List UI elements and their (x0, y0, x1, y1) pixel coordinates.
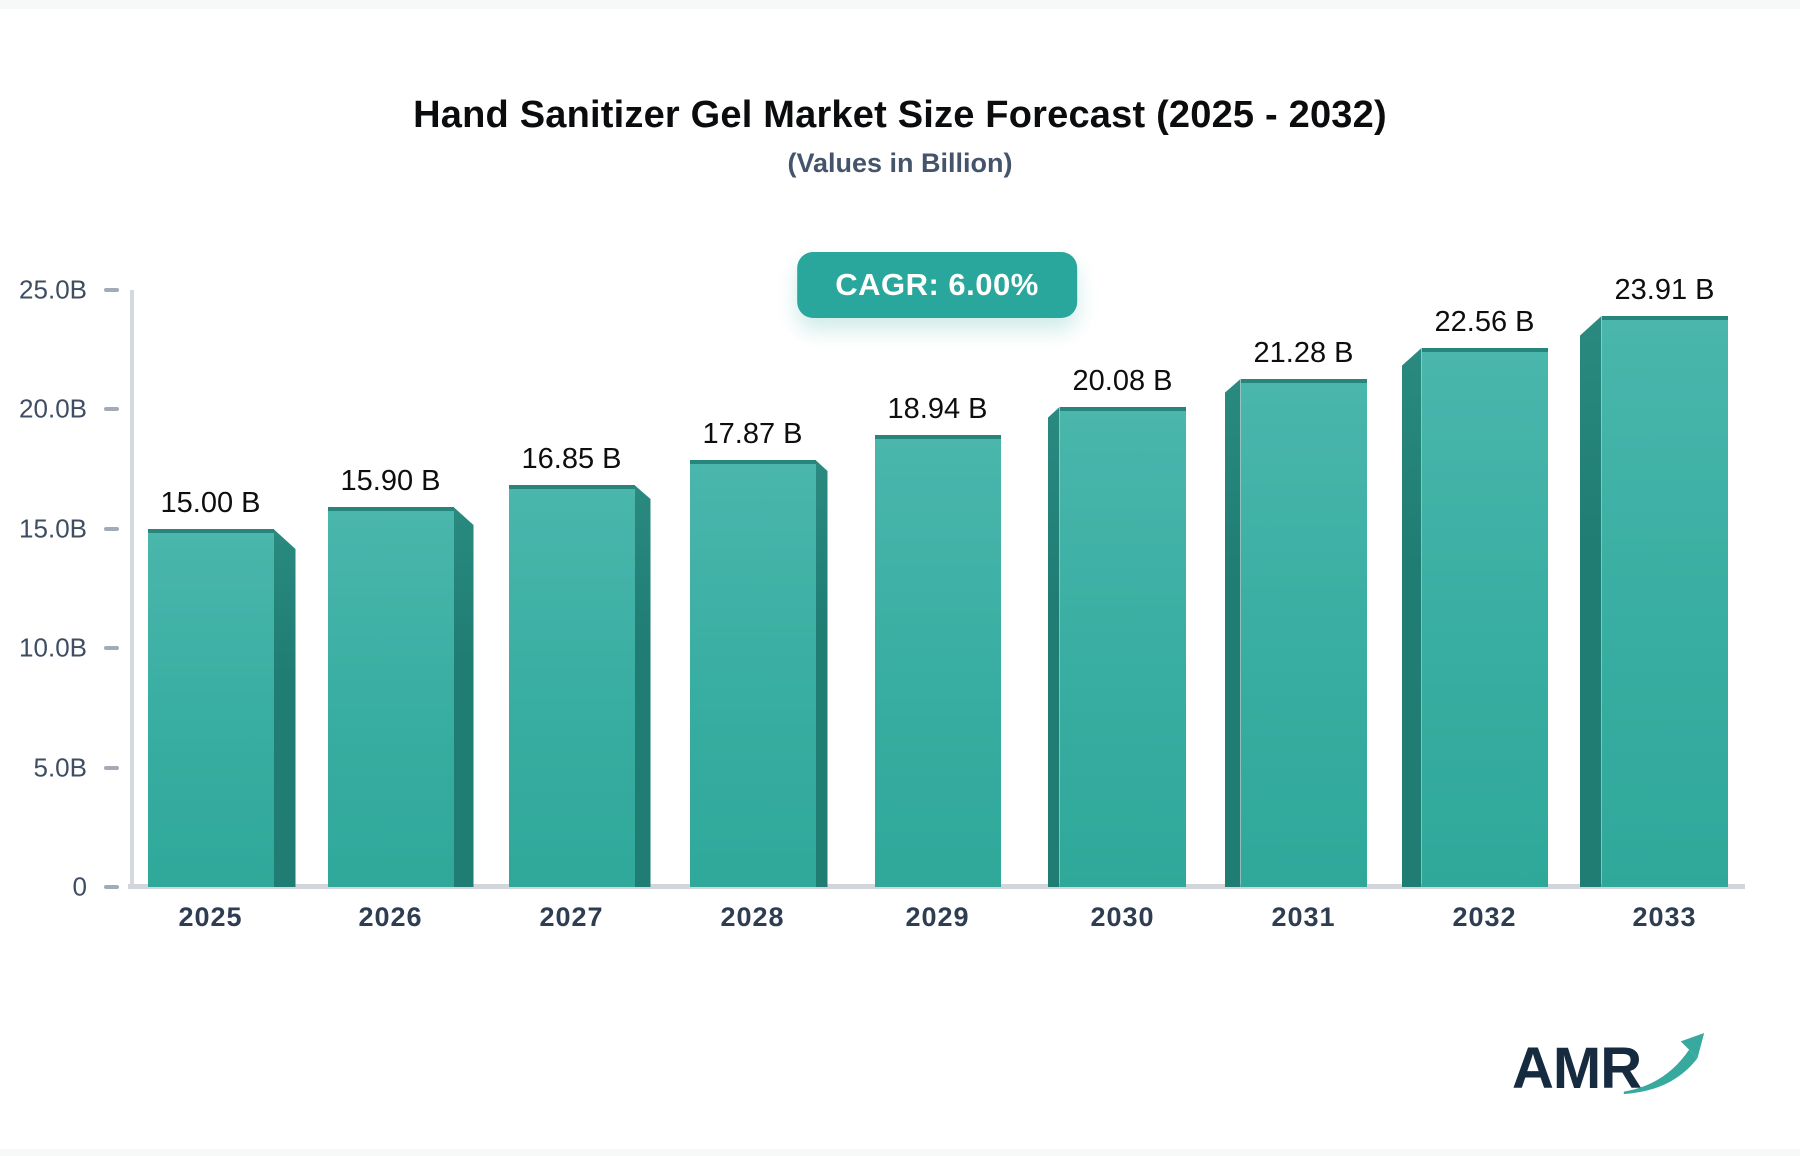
y-tick-mark (104, 527, 119, 531)
y-tick-label: 5.0B (33, 752, 88, 783)
y-tick-mark (104, 288, 119, 292)
bar-slot: 18.94 B (848, 290, 1027, 887)
bars-row: 15.00 B 15.90 B 16.85 B 17.87 B 18.94 B 20.08… (132, 274, 1743, 887)
y-axis-gutter: 0 5.0B 10.0B 15.0B 20.0B 25.0B (0, 275, 132, 902)
bar-slot: 21.28 B (1206, 290, 1385, 887)
bar-side-face (453, 507, 474, 887)
cagr-badge: CAGR: 6.00% (797, 252, 1077, 318)
amr-logo: AMR (1512, 1033, 1705, 1104)
y-tick-mark (104, 885, 119, 889)
bar-value-label: 23.91 B (1614, 274, 1715, 306)
logo-text: AMR (1512, 1036, 1642, 1101)
bar-front-face: 20.08 B (1059, 365, 1186, 887)
bar-group: 23.91 B (1579, 274, 1728, 887)
bar-value-label: 16.85 B (521, 443, 622, 475)
bar-value-label: 20.08 B (1072, 365, 1173, 397)
x-axis-label: 2033 (1632, 902, 1697, 932)
bar-front-face: 22.56 B (1421, 306, 1548, 887)
page-subtitle: (Values in Billion) (787, 148, 1013, 178)
y-tick-label: 20.0B (19, 393, 87, 424)
bar-front-face: 17.87 B (689, 418, 816, 887)
y-tick-mark (104, 766, 119, 770)
page-title: Hand Sanitizer Gel Market Size Forecast … (413, 94, 1387, 136)
bar-front-face: 23.91 B (1601, 274, 1728, 887)
bar-slot: 15.90 B (311, 290, 490, 887)
y-tick-mark (104, 646, 119, 650)
plot-area: 15.00 B 15.90 B 16.85 B 17.87 B 18.94 B 20.08… (132, 274, 1743, 887)
bar-group: 15.90 B (327, 465, 474, 887)
bar-front-face: 18.94 B (874, 393, 1001, 887)
bar-front-face: 15.90 B (327, 465, 454, 887)
bottom-edge-strip (0, 1149, 1800, 1156)
y-tick-mark (104, 407, 119, 411)
bar-front-face: 16.85 B (508, 443, 635, 887)
bar-group: 18.94 B (874, 393, 1001, 887)
bar-slot: 22.56 B (1385, 290, 1564, 887)
bar-group: 16.85 B (508, 443, 651, 887)
bar-side-face (1579, 316, 1602, 887)
bar-value-label: 21.28 B (1253, 337, 1354, 369)
x-axis-label: 2026 (358, 902, 423, 932)
bar-side-face (1224, 379, 1241, 887)
y-tick-label: 0 (72, 871, 87, 902)
bar-value-label: 17.87 B (702, 418, 803, 450)
x-axis-label: 2032 (1452, 902, 1517, 932)
x-axis-labels-row: 2025 2026 2027 2028 2029 2030 2031 2032 2033 (132, 902, 1743, 933)
y-axis-line (130, 290, 134, 887)
bar-value-label: 22.56 B (1434, 306, 1535, 338)
x-axis-label: 2031 (1271, 902, 1336, 932)
bar-value-label: 15.90 B (340, 465, 441, 497)
bar-front-face: 21.28 B (1240, 337, 1367, 887)
x-axis-label: 2025 (178, 902, 243, 932)
bar-group: 17.87 B (689, 418, 828, 887)
bar-slot: 17.87 B (669, 290, 848, 887)
y-tick-label: 10.0B (19, 632, 87, 663)
bar-group: 22.56 B (1401, 306, 1548, 887)
x-axis-label: 2030 (1090, 902, 1155, 932)
bar-side-face (815, 460, 828, 887)
bar-side-face (634, 485, 651, 887)
x-axis-label: 2027 (539, 902, 604, 932)
x-axis-label: 2028 (720, 902, 785, 932)
bar-group: 15.00 B (147, 487, 296, 887)
bar-side-face (1401, 348, 1422, 887)
y-tick-label: 25.0B (19, 274, 87, 305)
bar-side-face (1047, 407, 1060, 887)
growth-arrow-icon (1623, 1033, 1705, 1095)
bar-value-label: 15.00 B (160, 487, 261, 519)
bar-side-face (273, 529, 296, 887)
top-edge-strip (0, 0, 1800, 9)
bar-slot: 20.08 B (1027, 290, 1206, 887)
bar-slot: 23.91 B (1564, 274, 1743, 887)
bar-value-label: 18.94 B (887, 393, 988, 425)
bar-slot: 15.00 B (132, 290, 311, 887)
bar-group: 20.08 B (1047, 365, 1186, 887)
bar-front-face: 15.00 B (147, 487, 274, 887)
bar-group: 21.28 B (1224, 337, 1367, 887)
bar-slot: 16.85 B (490, 290, 669, 887)
y-tick-label: 15.0B (19, 513, 87, 544)
x-axis-label: 2029 (905, 902, 970, 932)
